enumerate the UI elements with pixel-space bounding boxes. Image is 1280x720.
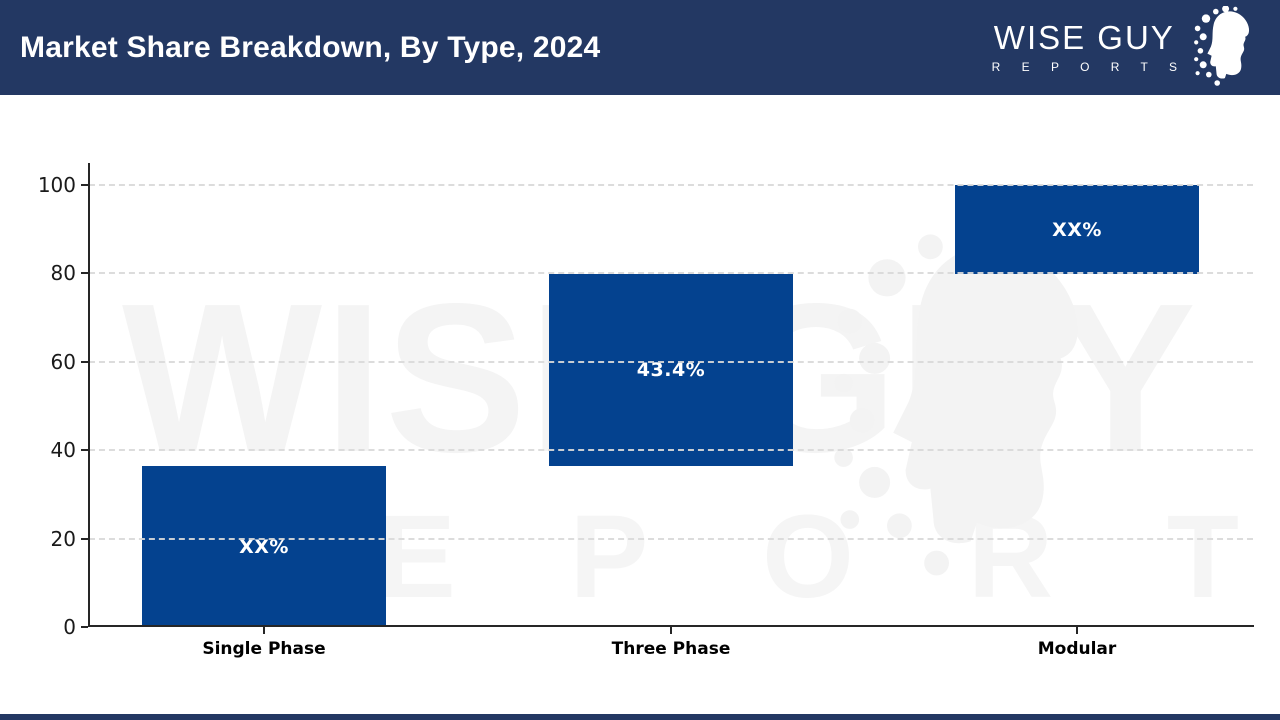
x-category-label-three-phase: Three Phase bbox=[611, 639, 731, 659]
bar-value-label: XX% bbox=[239, 535, 289, 558]
y-tick-label: 80 bbox=[50, 261, 76, 286]
y-axis-line bbox=[88, 163, 90, 627]
bar-value-label: 43.4% bbox=[636, 359, 706, 382]
gridline-60 bbox=[89, 360, 1253, 363]
y-tick-label: 20 bbox=[50, 526, 76, 551]
y-tick-mark bbox=[81, 360, 88, 363]
head-profile-icon bbox=[1194, 5, 1250, 86]
x-axis-line bbox=[88, 625, 1254, 627]
footer-band bbox=[0, 714, 1280, 720]
x-tick-mark bbox=[1076, 627, 1078, 634]
gridline-20 bbox=[89, 537, 1253, 540]
y-tick-label: 60 bbox=[50, 349, 76, 374]
page-title: Market Share Breakdown, By Type, 2024 bbox=[20, 30, 601, 64]
bar-modular: XX% bbox=[955, 185, 1199, 275]
wise-guy-reports-logo: WISE GUY R E P O R T S bbox=[983, 5, 1280, 90]
x-category-label-modular: Modular bbox=[1037, 639, 1117, 659]
bar-three-phase: 43.4% bbox=[549, 274, 793, 467]
y-tick-label: 40 bbox=[50, 438, 76, 463]
y-tick-label: 0 bbox=[63, 615, 76, 639]
y-tick-mark bbox=[81, 272, 88, 275]
x-category-label-single-phase: Single Phase bbox=[202, 639, 326, 659]
logo-wordmark: WISE GUY bbox=[993, 19, 1175, 56]
y-tick-mark bbox=[81, 449, 88, 452]
x-tick-mark bbox=[670, 627, 672, 634]
y-tick-mark bbox=[81, 626, 88, 628]
logo-text: WISE GUY R E P O R T S bbox=[983, 21, 1186, 74]
logo-subtext: R E P O R T S bbox=[991, 60, 1186, 74]
y-tick-label: 100 bbox=[37, 173, 76, 197]
gridline-40 bbox=[89, 449, 1253, 452]
gridline-100 bbox=[89, 184, 1253, 186]
y-tick-mark bbox=[81, 537, 88, 540]
bar-single-phase: XX% bbox=[142, 466, 386, 627]
gridline-80 bbox=[89, 272, 1253, 275]
y-tick-mark bbox=[81, 184, 88, 186]
header-band: Market Share Breakdown, By Type, 2024 WI… bbox=[0, 0, 1280, 95]
bar-value-label: XX% bbox=[1052, 218, 1102, 241]
x-tick-mark bbox=[263, 627, 265, 634]
